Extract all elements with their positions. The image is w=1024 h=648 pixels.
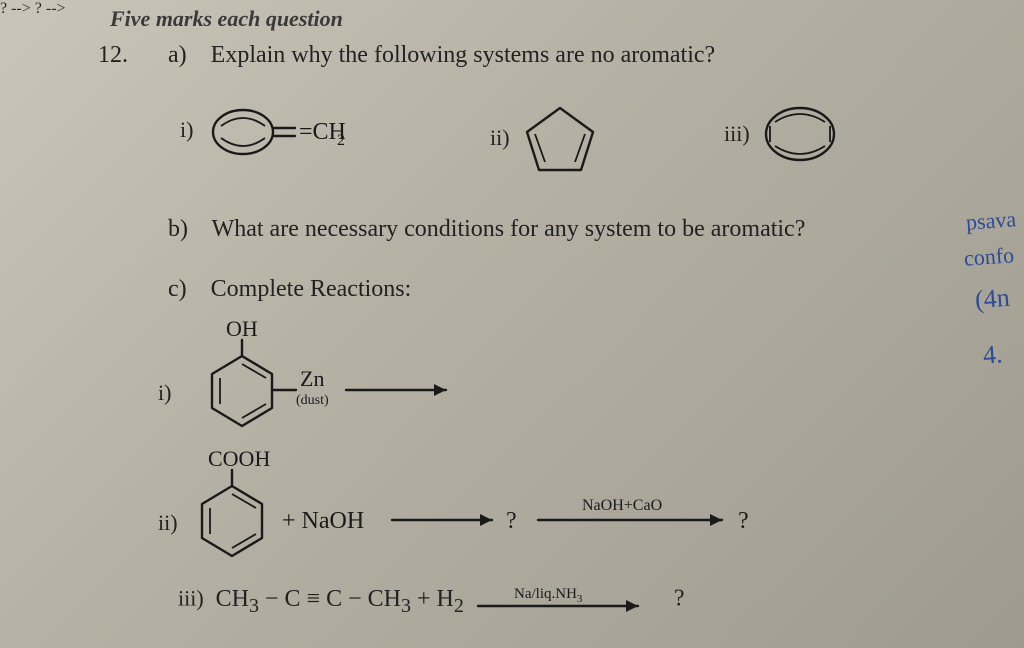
part-c-text: Complete Reactions: bbox=[211, 276, 412, 302]
c-i-dust: (dust) bbox=[296, 393, 329, 408]
molecule-cyclopentadiene-icon bbox=[515, 100, 605, 180]
part-a: a) Explain why the following systems are… bbox=[168, 42, 715, 69]
part-c-label: c) bbox=[168, 276, 187, 302]
c-iii-formula: CH3 − C ≡ C − CH3 + H2 bbox=[216, 586, 470, 612]
a-sub-ii: ii) bbox=[490, 100, 605, 180]
reaction-iii: iii) CH3 − C ≡ C − CH3 + H2 Na/liq.NH3 ? bbox=[178, 582, 685, 622]
margin-note-3: (4n bbox=[974, 283, 1011, 315]
reaction-i-svg: OH Zn (dust) bbox=[178, 320, 518, 440]
margin-note-2: confo bbox=[963, 242, 1015, 271]
c-iii-sub2: 2 bbox=[454, 594, 464, 616]
arrow-head-icon bbox=[480, 514, 492, 526]
a-i-ch2-sub: 2 bbox=[337, 132, 345, 149]
arrow-head-icon bbox=[626, 600, 638, 612]
part-c: c) Complete Reactions: bbox=[168, 276, 411, 303]
c-iii-plus: + H bbox=[411, 586, 454, 612]
a-i-roman: i) bbox=[180, 117, 193, 142]
a-iii-roman: iii) bbox=[724, 121, 750, 146]
reaction-ii-svg: COOH + NaOH ? NaOH+CaO ? bbox=[162, 450, 902, 570]
c-i-roman: i) bbox=[158, 380, 171, 406]
part-b-text: What are necessary conditions for any sy… bbox=[212, 216, 806, 242]
c-i-zn: Zn bbox=[300, 366, 324, 391]
c-i-oh: OH bbox=[226, 316, 258, 341]
part-b-label: b) bbox=[168, 216, 188, 242]
a-sub-i: i) =CH 2 bbox=[180, 100, 369, 164]
c-ii-q2: ? bbox=[738, 508, 749, 534]
a-sub-iii: iii) bbox=[724, 100, 845, 172]
c-iii-sub3a: 3 bbox=[249, 594, 259, 616]
molecule-cyclohexadienylidene-icon: =CH 2 bbox=[199, 100, 369, 164]
a-ii-roman: ii) bbox=[490, 125, 510, 150]
reaction-i: OH Zn (dust) i) bbox=[178, 320, 518, 445]
c-iii-arrow-label: Na/liq.NH3 bbox=[514, 586, 583, 605]
c-ii-plus-naoh: + NaOH bbox=[282, 508, 364, 534]
part-a-label: a) bbox=[168, 42, 187, 68]
c-ii-cooh: COOH bbox=[208, 446, 270, 471]
c-ii-roman: ii) bbox=[158, 510, 178, 536]
c-ii-arrow2-label: NaOH+CaO bbox=[582, 497, 662, 514]
margin-note-4: 4. bbox=[981, 339, 1003, 370]
exam-page: Five marks each question 12. a) Explain … bbox=[0, 0, 1024, 648]
question-number: 12. bbox=[98, 42, 128, 69]
part-b: b) What are necessary conditions for any… bbox=[168, 216, 805, 243]
reaction-iii-arrow: Na/liq.NH3 bbox=[470, 582, 670, 622]
section-header: Five marks each question bbox=[110, 6, 343, 32]
part-a-text: Explain why the following systems are no… bbox=[211, 42, 716, 68]
c-iii-sub3b: 3 bbox=[401, 594, 411, 616]
arrow-head-icon bbox=[710, 514, 722, 526]
c-iii-roman: iii) bbox=[178, 586, 204, 611]
c-iii-q: ? bbox=[674, 586, 685, 612]
arrow-head-icon bbox=[434, 384, 446, 396]
margin-note-1: psava bbox=[965, 206, 1017, 235]
c-ii-q1: ? bbox=[506, 508, 517, 534]
molecule-cyclooctatetraene-icon bbox=[755, 100, 845, 172]
c-iii-mid: − C ≡ C − CH bbox=[259, 586, 401, 612]
reaction-ii: COOH + NaOH ? NaOH+CaO ? ii) bbox=[162, 450, 902, 575]
c-iii-ch: CH bbox=[216, 586, 249, 612]
